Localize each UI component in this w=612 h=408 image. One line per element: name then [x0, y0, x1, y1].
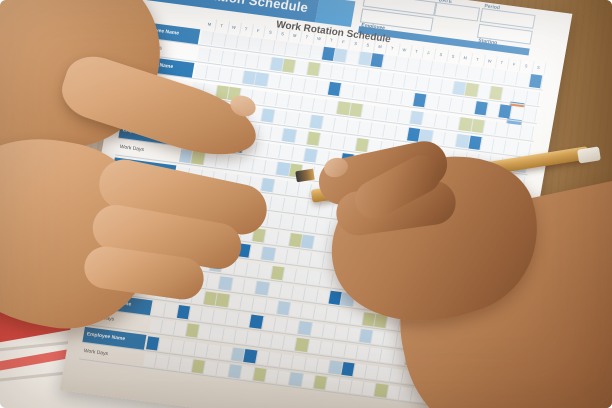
schedule-cell	[525, 90, 541, 106]
document-title: Work Rotation Schedule	[147, 0, 320, 22]
schedule-cell	[519, 124, 535, 140]
schedule-cell	[528, 73, 544, 89]
title-band-accent	[315, 0, 356, 28]
schedule-cell	[516, 141, 532, 157]
schedule-cell	[522, 107, 538, 123]
document-title-band: Work Rotation Schedule	[146, 0, 320, 23]
meta-box-date	[434, 2, 481, 22]
